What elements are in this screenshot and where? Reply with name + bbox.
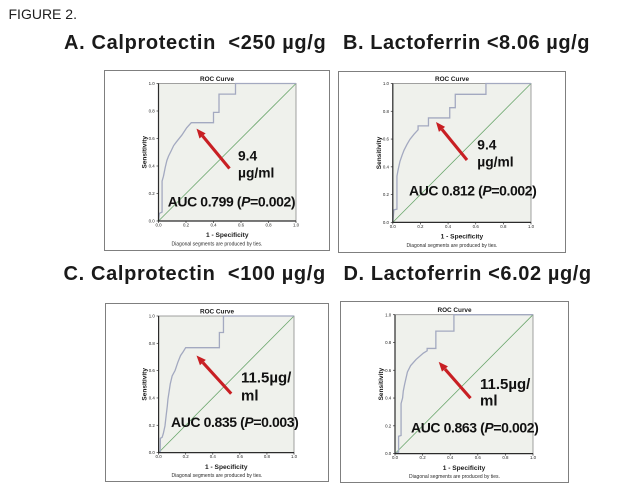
svg-text:0.6: 0.6 — [385, 368, 392, 373]
svg-text:1 - Specificity: 1 - Specificity — [443, 465, 486, 472]
svg-text:1 - Specificity: 1 - Specificity — [206, 232, 249, 239]
svg-text:AUC 0.835 (P=0.003): AUC 0.835 (P=0.003) — [171, 414, 298, 430]
svg-text:0.0: 0.0 — [149, 219, 156, 224]
svg-text:0.2: 0.2 — [420, 455, 427, 460]
svg-text:0.4: 0.4 — [383, 164, 390, 169]
svg-text:ml: ml — [480, 393, 498, 410]
svg-text:0.8: 0.8 — [502, 455, 509, 460]
svg-text:ROC Curve: ROC Curve — [200, 308, 235, 315]
svg-text:Sensitivity: Sensitivity — [142, 136, 149, 169]
svg-text:9.4: 9.4 — [238, 149, 258, 164]
svg-text:0.4: 0.4 — [149, 396, 156, 401]
svg-text:0.0: 0.0 — [390, 224, 397, 229]
svg-text:ROC Curve: ROC Curve — [437, 307, 472, 314]
svg-text:0.0: 0.0 — [392, 455, 399, 460]
svg-text:0.8: 0.8 — [385, 340, 392, 345]
svg-text:0.6: 0.6 — [475, 455, 482, 460]
svg-text:Diagonal segments are produced: Diagonal segments are produced by ties. — [407, 243, 498, 249]
svg-text:1.0: 1.0 — [385, 312, 392, 317]
svg-text:1 - Specificity: 1 - Specificity — [205, 464, 248, 471]
svg-text:0.0: 0.0 — [383, 220, 390, 225]
svg-text:0.0: 0.0 — [156, 454, 163, 459]
svg-text:0.6: 0.6 — [149, 368, 156, 373]
svg-text:1.0: 1.0 — [149, 314, 156, 319]
svg-text:0.6: 0.6 — [238, 223, 245, 228]
svg-text:AUC 0.863 (P=0.002): AUC 0.863 (P=0.002) — [411, 420, 538, 436]
svg-text:11.5µg/: 11.5µg/ — [241, 370, 292, 387]
svg-text:1 - Specificity: 1 - Specificity — [441, 234, 484, 241]
svg-text:0.6: 0.6 — [383, 137, 390, 142]
svg-text:0.6: 0.6 — [149, 136, 156, 141]
svg-text:0.6: 0.6 — [473, 224, 480, 229]
svg-text:0.2: 0.2 — [149, 423, 156, 428]
svg-text:µg/ml: µg/ml — [238, 165, 274, 180]
svg-text:Sensitivity: Sensitivity — [142, 368, 149, 401]
svg-text:ROC Curve: ROC Curve — [200, 76, 235, 83]
svg-text:0.8: 0.8 — [500, 224, 507, 229]
svg-text:Sensitivity: Sensitivity — [376, 136, 383, 169]
svg-text:0.8: 0.8 — [264, 454, 271, 459]
svg-text:1.0: 1.0 — [149, 81, 156, 86]
svg-text:1.0: 1.0 — [293, 223, 300, 228]
svg-text:0.4: 0.4 — [447, 455, 454, 460]
svg-text:AUC 0.799 (P=0.002): AUC 0.799 (P=0.002) — [168, 193, 295, 209]
svg-text:0.0: 0.0 — [149, 450, 156, 455]
svg-text:1.0: 1.0 — [383, 81, 390, 86]
svg-text:0.4: 0.4 — [385, 396, 392, 401]
svg-text:0.8: 0.8 — [149, 109, 156, 114]
svg-text:Diagonal segments are produced: Diagonal segments are produced by ties. — [409, 474, 500, 480]
svg-text:0.2: 0.2 — [385, 423, 392, 428]
svg-text:0.2: 0.2 — [183, 223, 190, 228]
svg-text:1.0: 1.0 — [530, 455, 537, 460]
svg-text:0.0: 0.0 — [385, 451, 392, 456]
svg-text:µg/ml: µg/ml — [477, 155, 513, 170]
svg-text:0.8: 0.8 — [265, 223, 272, 228]
svg-text:0.8: 0.8 — [383, 109, 390, 114]
svg-text:0.2: 0.2 — [417, 224, 424, 229]
svg-text:0.2: 0.2 — [183, 454, 190, 459]
svg-text:0.2: 0.2 — [149, 191, 156, 196]
svg-text:1.0: 1.0 — [528, 224, 535, 229]
svg-text:0.4: 0.4 — [210, 223, 217, 228]
svg-text:Sensitivity: Sensitivity — [378, 368, 385, 401]
svg-text:ml: ml — [241, 388, 259, 405]
svg-text:0.8: 0.8 — [149, 341, 156, 346]
svg-text:0.4: 0.4 — [149, 164, 156, 169]
svg-text:1.0: 1.0 — [291, 454, 298, 459]
svg-text:0.0: 0.0 — [155, 223, 162, 228]
svg-text:11.5µg/: 11.5µg/ — [480, 376, 531, 393]
svg-text:0.2: 0.2 — [383, 192, 390, 197]
svg-text:Diagonal segments are produced: Diagonal segments are produced by ties. — [172, 242, 263, 248]
svg-text:0.4: 0.4 — [210, 454, 217, 459]
svg-text:0.6: 0.6 — [237, 454, 244, 459]
svg-text:ROC Curve: ROC Curve — [435, 76, 470, 83]
svg-text:Diagonal segments are produced: Diagonal segments are produced by ties. — [172, 473, 263, 479]
svg-text:AUC 0.812 (P=0.002): AUC 0.812 (P=0.002) — [409, 183, 536, 199]
svg-text:9.4: 9.4 — [477, 138, 497, 153]
svg-text:0.4: 0.4 — [445, 224, 452, 229]
